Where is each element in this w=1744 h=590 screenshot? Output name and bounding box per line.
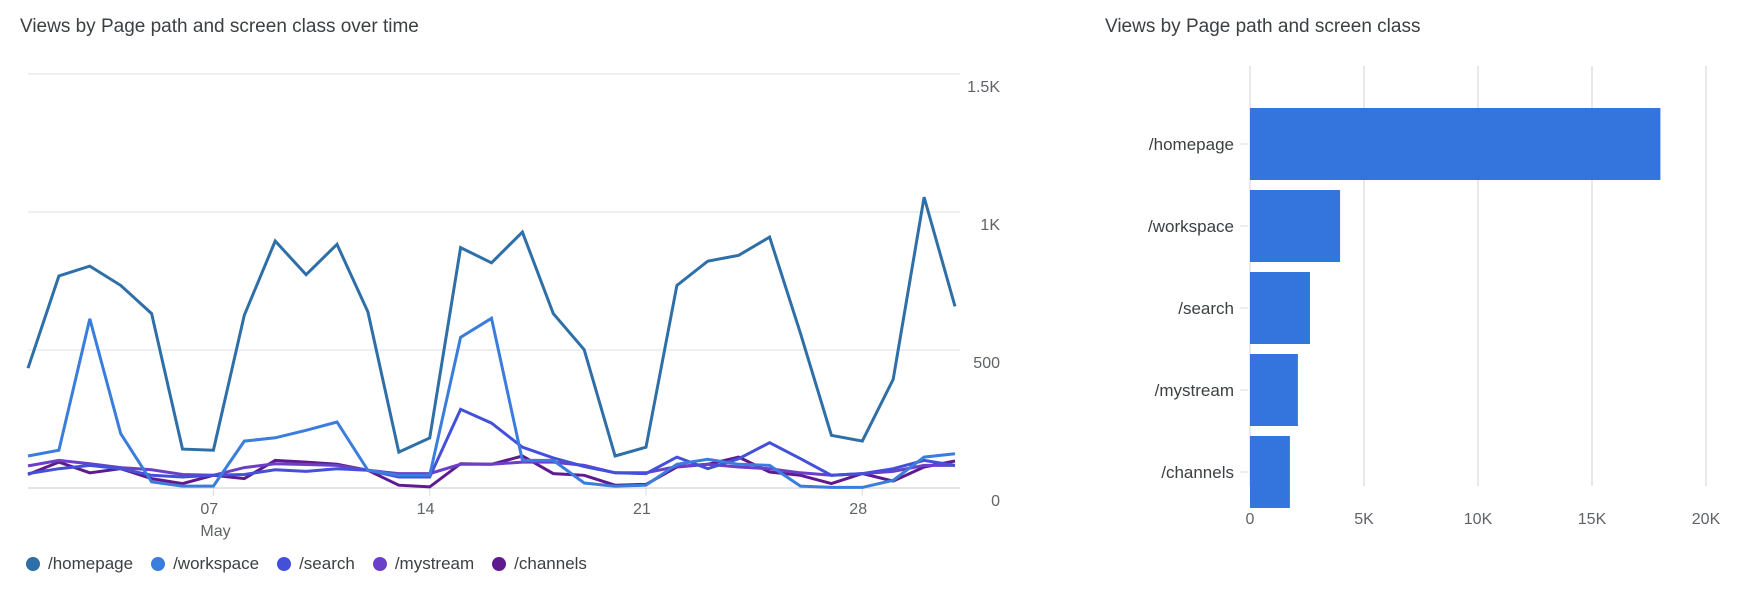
legend-dot-icon	[26, 557, 40, 571]
x-tick-label: 28	[849, 501, 867, 518]
line-chart-title: Views by Page path and screen class over…	[20, 16, 419, 37]
series-line-homepage	[26, 196, 957, 458]
legend-dot-icon	[151, 557, 166, 571]
bar-category-label: /workspace	[1148, 217, 1234, 236]
legend-label: /channels	[514, 554, 587, 573]
legend-label: /mystream	[394, 554, 475, 573]
bar-x-tick-label: 0	[1246, 511, 1255, 528]
legend-label: /search	[299, 554, 355, 573]
legend-item-channels[interactable]: /channels	[492, 554, 587, 574]
series-line-mystream	[27, 458, 955, 477]
series-line-workspace	[27, 315, 956, 489]
y-tick-label: 500	[973, 355, 1000, 372]
bar-category-label: /homepage	[1149, 135, 1234, 154]
y-tick-label: 1K	[980, 217, 1000, 234]
bar-x-tick-label: 5K	[1354, 511, 1374, 528]
bar-x-tick-label: 10K	[1464, 511, 1493, 528]
bar-category-label: /mystream	[1155, 381, 1234, 400]
bar-category-label: /channels	[1161, 463, 1234, 482]
legend-item-search[interactable]: /search	[277, 554, 355, 574]
x-tick-label: 07	[200, 501, 218, 518]
bar-channels	[1250, 436, 1290, 508]
legend-item-homepage[interactable]: /homepage	[26, 554, 133, 574]
legend-label: /homepage	[48, 554, 134, 573]
bar-search	[1250, 272, 1310, 344]
legend-dot-icon	[492, 557, 507, 571]
legend-label: /workspace	[173, 554, 260, 573]
bar-mystream	[1250, 354, 1298, 426]
x-tick-label: 21	[633, 501, 651, 518]
x-tick-sublabel: May	[200, 523, 230, 540]
y-tick-label: 1.5K	[967, 79, 1000, 96]
bar-x-tick-label: 15K	[1578, 511, 1607, 528]
bar-workspace	[1250, 190, 1341, 262]
legend-item-workspace[interactable]: /workspace	[151, 554, 259, 574]
y-tick-label: 0	[991, 493, 1000, 510]
series-line-search	[27, 407, 956, 479]
legend-item-mystream[interactable]: /mystream	[372, 554, 475, 574]
bar-category-label: /search	[1178, 299, 1234, 318]
legend-dot-icon	[372, 557, 387, 571]
bar-x-tick-label: 20K	[1692, 511, 1721, 528]
bar-homepage	[1250, 108, 1661, 180]
legend-dot-icon	[277, 557, 292, 571]
bar-chart-title: Views by Page path and screen class	[1105, 16, 1421, 37]
line-chart-legend: /homepage/workspace/search/mystream/chan…	[26, 554, 587, 574]
x-tick-label: 14	[417, 501, 435, 518]
